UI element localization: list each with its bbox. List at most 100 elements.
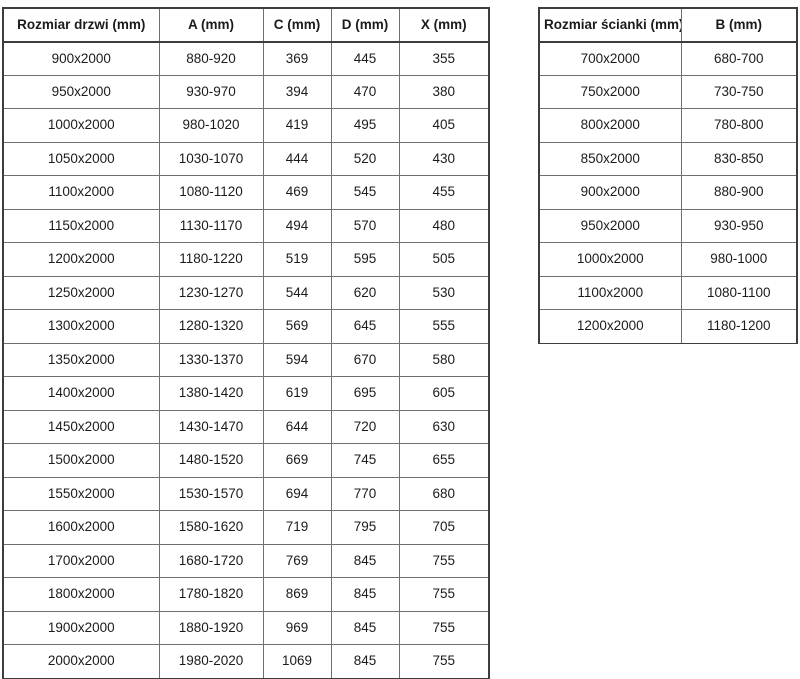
row-value-cell: 1180-1200: [680, 309, 798, 344]
row-value-cell: 570: [330, 208, 400, 243]
row-value-cell: 580: [398, 342, 490, 377]
row-size-cell: 950x2000: [2, 74, 160, 109]
row-value-cell: 680-700: [680, 41, 798, 76]
column-header: C (mm): [262, 7, 332, 43]
table-row: 1450x2000 1430-1470 644 720 630: [2, 409, 490, 444]
row-size-cell: 950x2000: [538, 208, 682, 243]
row-value-cell: 1030-1070: [158, 141, 264, 176]
table-row: 950x2000 930-950: [538, 208, 798, 243]
table-row: 1200x2000 1180-1200: [538, 309, 798, 344]
row-value-cell: 1180-1220: [158, 242, 264, 277]
row-value-cell: 644: [262, 409, 332, 444]
column-header: A (mm): [158, 7, 264, 43]
row-size-cell: 1700x2000: [2, 543, 160, 578]
row-size-cell: 750x2000: [538, 74, 682, 109]
row-value-cell: 930-950: [680, 208, 798, 243]
row-value-cell: 545: [330, 175, 400, 210]
column-header: X (mm): [398, 7, 490, 43]
table-row: 1200x2000 1180-1220 519 595 505: [2, 242, 490, 277]
row-size-cell: 800x2000: [538, 108, 682, 143]
row-value-cell: 380: [398, 74, 490, 109]
row-value-cell: 980-1020: [158, 108, 264, 143]
row-value-cell: 869: [262, 577, 332, 612]
row-value-cell: 755: [398, 577, 490, 612]
row-value-cell: 520: [330, 141, 400, 176]
row-value-cell: 845: [330, 644, 400, 679]
row-value-cell: 1380-1420: [158, 376, 264, 411]
row-value-cell: 1280-1320: [158, 309, 264, 344]
row-value-cell: 830-850: [680, 141, 798, 176]
table-row: 1250x2000 1230-1270 544 620 530: [2, 275, 490, 310]
row-value-cell: 1980-2020: [158, 644, 264, 679]
row-value-cell: 655: [398, 443, 490, 478]
row-value-cell: 755: [398, 610, 490, 645]
table-row: 700x2000 680-700: [538, 41, 798, 76]
row-value-cell: 1580-1620: [158, 510, 264, 545]
table-row: 1350x2000 1330-1370 594 670 580: [2, 342, 490, 377]
row-size-cell: 1100x2000: [2, 175, 160, 210]
row-value-cell: 595: [330, 242, 400, 277]
row-size-cell: 850x2000: [538, 141, 682, 176]
row-size-cell: 1800x2000: [2, 577, 160, 612]
table-row: 1000x2000 980-1020 419 495 405: [2, 108, 490, 143]
row-value-cell: 1880-1920: [158, 610, 264, 645]
column-header: Rozmiar ścianki (mm): [538, 7, 682, 43]
table-row: 950x2000 930-970 394 470 380: [2, 74, 490, 109]
row-value-cell: 755: [398, 543, 490, 578]
wall-table-header: Rozmiar ścianki (mm) B (mm): [538, 7, 798, 43]
row-value-cell: 569: [262, 309, 332, 344]
row-value-cell: 355: [398, 41, 490, 76]
row-size-cell: 700x2000: [538, 41, 682, 76]
row-size-cell: 900x2000: [538, 175, 682, 210]
row-size-cell: 1350x2000: [2, 342, 160, 377]
row-value-cell: 845: [330, 610, 400, 645]
row-size-cell: 1200x2000: [2, 242, 160, 277]
row-size-cell: 1150x2000: [2, 208, 160, 243]
row-value-cell: 680: [398, 476, 490, 511]
row-size-cell: 1900x2000: [2, 610, 160, 645]
row-value-cell: 445: [330, 41, 400, 76]
row-value-cell: 630: [398, 409, 490, 444]
table-row: 1100x2000 1080-1120 469 545 455: [2, 175, 490, 210]
table-row: 1800x2000 1780-1820 869 845 755: [2, 577, 490, 612]
row-size-cell: 1250x2000: [2, 275, 160, 310]
row-size-cell: 1550x2000: [2, 476, 160, 511]
row-value-cell: 969: [262, 610, 332, 645]
row-value-cell: 880-900: [680, 175, 798, 210]
row-size-cell: 1050x2000: [2, 141, 160, 176]
row-size-cell: 1450x2000: [2, 409, 160, 444]
table-row: 1550x2000 1530-1570 694 770 680: [2, 476, 490, 511]
column-header: B (mm): [680, 7, 798, 43]
table-header-row: Rozmiar ścianki (mm) B (mm): [538, 7, 798, 43]
table-row: 1050x2000 1030-1070 444 520 430: [2, 141, 490, 176]
row-value-cell: 1069: [262, 644, 332, 679]
table-row: 1400x2000 1380-1420 619 695 605: [2, 376, 490, 411]
row-value-cell: 505: [398, 242, 490, 277]
row-value-cell: 695: [330, 376, 400, 411]
table-row: 2000x2000 1980-2020 1069 845 755: [2, 644, 490, 679]
column-header: D (mm): [330, 7, 400, 43]
row-size-cell: 1500x2000: [2, 443, 160, 478]
row-value-cell: 405: [398, 108, 490, 143]
row-value-cell: 480: [398, 208, 490, 243]
table-row: 850x2000 830-850: [538, 141, 798, 176]
row-size-cell: 900x2000: [2, 41, 160, 76]
row-value-cell: 1330-1370: [158, 342, 264, 377]
row-value-cell: 645: [330, 309, 400, 344]
row-value-cell: 1680-1720: [158, 543, 264, 578]
row-value-cell: 394: [262, 74, 332, 109]
row-value-cell: 1080-1120: [158, 175, 264, 210]
row-value-cell: 845: [330, 577, 400, 612]
row-value-cell: 745: [330, 443, 400, 478]
row-value-cell: 494: [262, 208, 332, 243]
table-row: 1000x2000 980-1000: [538, 242, 798, 277]
row-value-cell: 980-1000: [680, 242, 798, 277]
row-size-cell: 1600x2000: [2, 510, 160, 545]
row-value-cell: 555: [398, 309, 490, 344]
row-value-cell: 755: [398, 644, 490, 679]
row-value-cell: 495: [330, 108, 400, 143]
row-value-cell: 795: [330, 510, 400, 545]
row-value-cell: 1480-1520: [158, 443, 264, 478]
row-value-cell: 455: [398, 175, 490, 210]
row-value-cell: 694: [262, 476, 332, 511]
